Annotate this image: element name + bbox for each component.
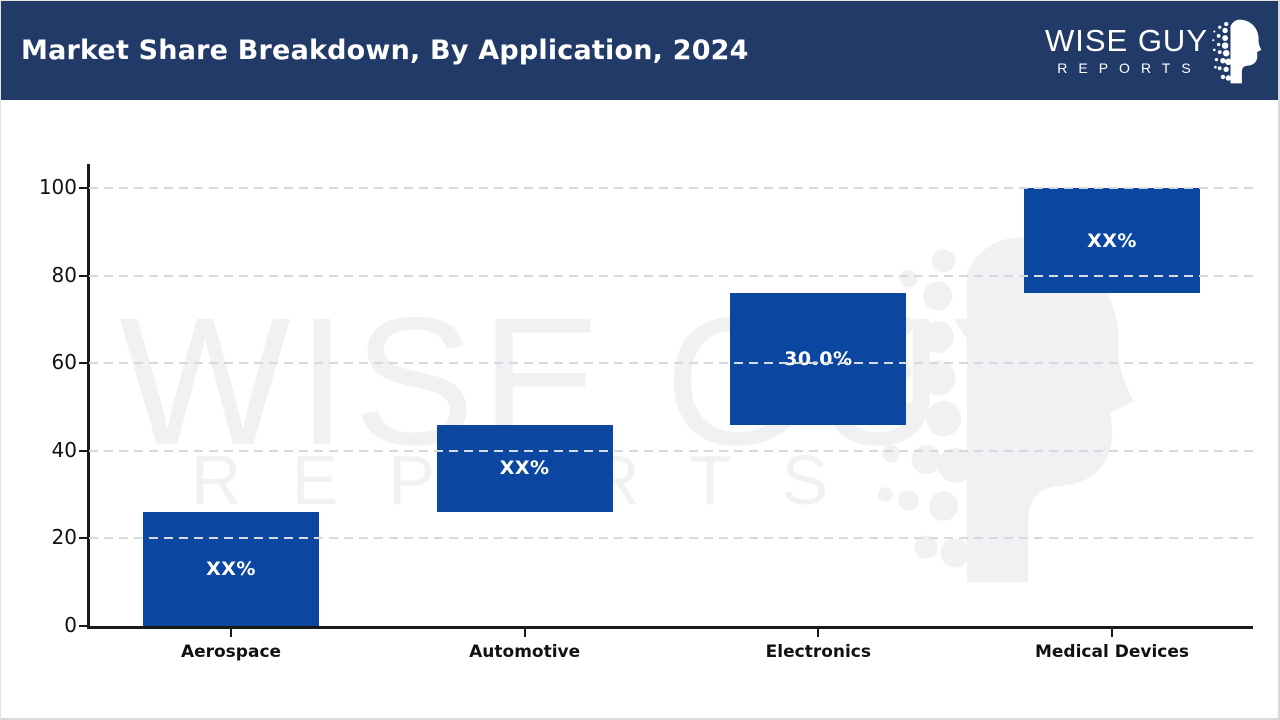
y-tick-label-100: 100 [38,175,77,199]
page-title: Market Share Breakdown, By Application, … [21,35,749,66]
y-tickmark-60 [79,362,87,365]
y-tickmark-80 [79,274,87,277]
x-category-label-aerospace: Aerospace [180,642,282,662]
x-axis-line [87,626,1253,629]
gridline-80 [89,274,1253,277]
bar-value-label-aerospace: XX% [206,558,256,581]
bar-medical-devices: XX% [1024,188,1200,294]
header: Market Share Breakdown, By Application, … [1,1,1278,100]
bar-aerospace: XX% [143,512,319,626]
y-tickmark-20 [79,537,87,540]
gridline-60 [89,362,1253,365]
x-tickmark-automotive [523,629,526,637]
y-tick-label-0: 0 [64,613,77,637]
chart-area: WISE GUY REPORTS 020406080100XX%Aerospac… [1,100,1278,718]
x-tickmark-aerospace [230,629,232,637]
y-tickmark-0 [79,625,87,627]
logo-face-icon [1212,19,1262,83]
x-category-label-medical-devices: Medical Devices [1034,642,1189,662]
x-tickmark-electronics [817,629,820,637]
gridline-100 [89,187,1253,189]
bar-value-label-electronics: 30.0% [784,347,853,370]
y-tickmark-40 [79,449,87,452]
bar-value-label-medical-devices: XX% [1087,229,1137,252]
y-tick-label-60: 60 [51,350,77,375]
x-category-label-electronics: Electronics [765,642,872,662]
wiseguy-logo: WISE GUY REPORTS [1045,1,1264,100]
y-axis-line [87,164,90,629]
bar-automotive: XX% [436,424,613,513]
x-category-label-automotive: Automotive [469,642,581,662]
logo-brand-text: WISE GUY [1044,23,1208,58]
y-tickmark-100 [79,187,87,189]
bar-value-label-automotive: XX% [499,457,550,480]
y-tick-label-40: 40 [51,437,77,462]
gridline-20 [89,537,1253,540]
y-tick-label-80: 80 [51,262,77,287]
x-tickmark-medical-devices [1111,629,1113,637]
y-tick-label-20: 20 [51,525,77,550]
bar-electronics: 30.0% [730,293,907,425]
gridline-40 [89,449,1253,452]
logo-sub-text: REPORTS [1057,60,1202,76]
